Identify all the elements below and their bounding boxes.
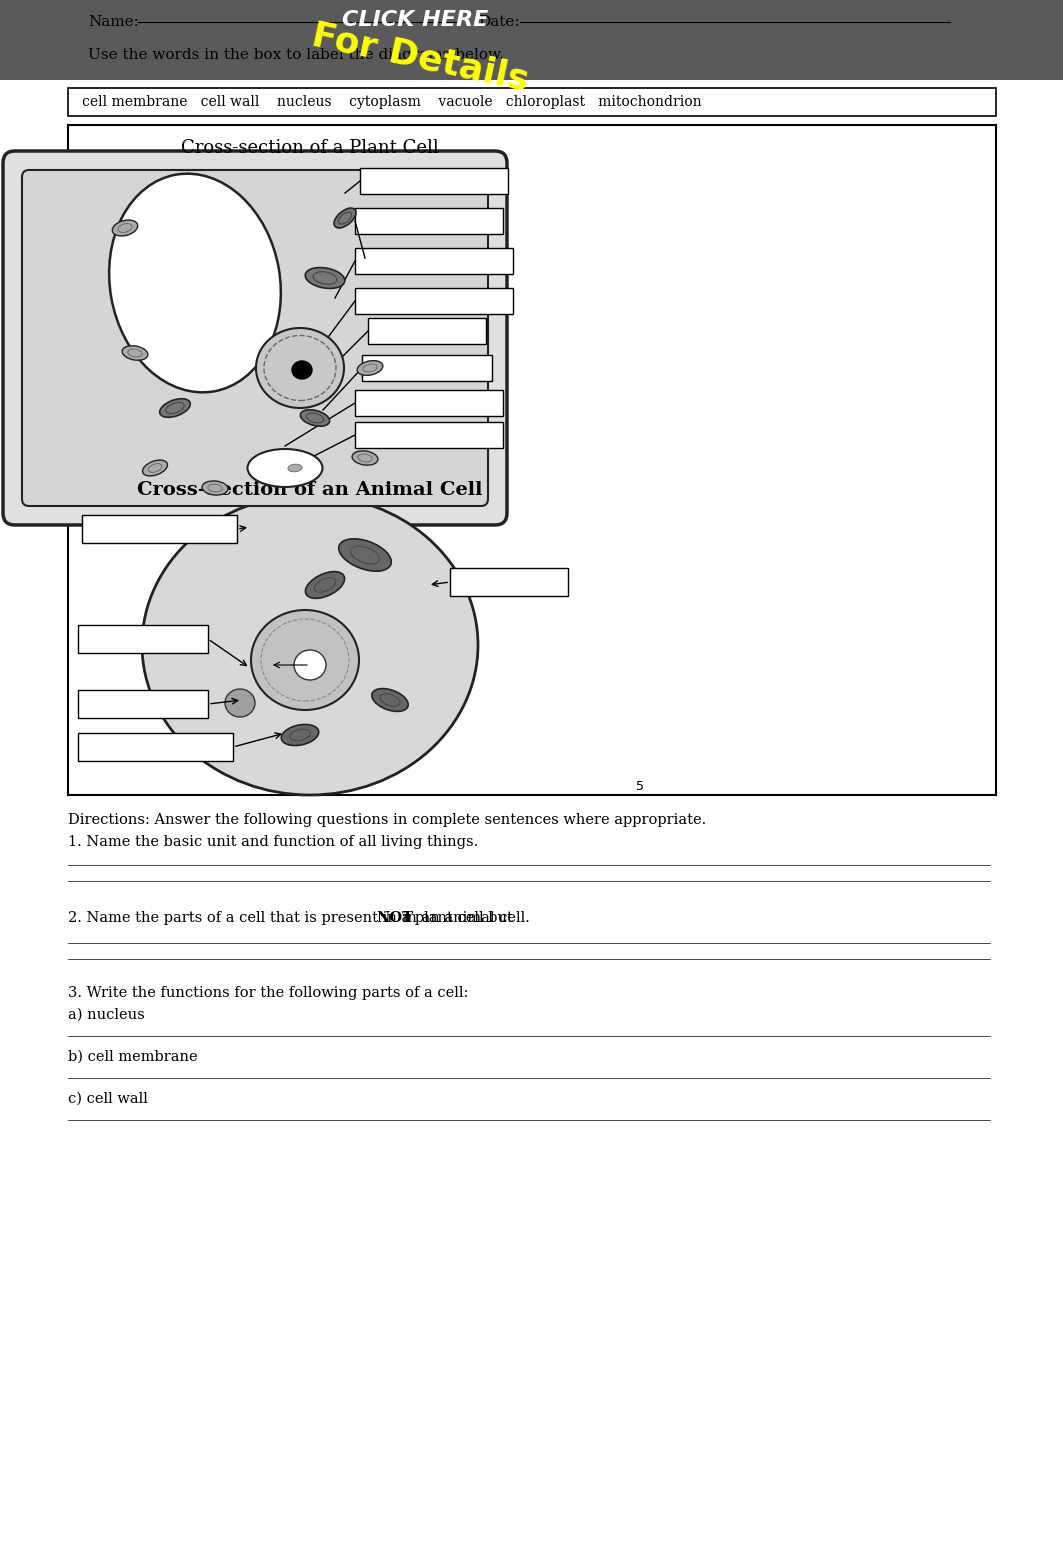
- Ellipse shape: [261, 620, 349, 701]
- Bar: [78, 732, 233, 762]
- Bar: [355, 209, 503, 233]
- Ellipse shape: [118, 224, 132, 232]
- Bar: [355, 287, 513, 314]
- Ellipse shape: [148, 464, 162, 473]
- Text: Cross-Section of an Animal Cell: Cross-Section of an Animal Cell: [137, 480, 483, 499]
- Bar: [78, 626, 208, 654]
- Ellipse shape: [113, 219, 138, 236]
- Ellipse shape: [379, 694, 400, 706]
- Ellipse shape: [256, 328, 344, 408]
- Text: Name:: Name:: [88, 15, 139, 29]
- Text: 3. Write the functions for the following parts of a cell:: 3. Write the functions for the following…: [68, 986, 469, 1000]
- Ellipse shape: [351, 545, 379, 564]
- Text: Directions: Answer the following questions in complete sentences where appropria: Directions: Answer the following questio…: [68, 813, 706, 827]
- FancyBboxPatch shape: [22, 170, 488, 507]
- Text: cell membrane   cell wall    nucleus    cytoplasm    vacuole   chloroplast   mit: cell membrane cell wall nucleus cytoplas…: [82, 94, 702, 110]
- Ellipse shape: [372, 689, 408, 711]
- Ellipse shape: [357, 360, 383, 375]
- Ellipse shape: [315, 578, 336, 592]
- Ellipse shape: [109, 173, 281, 392]
- Bar: [450, 569, 568, 596]
- Bar: [360, 168, 508, 195]
- Ellipse shape: [128, 349, 142, 357]
- Ellipse shape: [122, 346, 148, 360]
- Ellipse shape: [352, 451, 378, 465]
- Text: For Details: For Details: [308, 19, 532, 97]
- Ellipse shape: [292, 362, 313, 379]
- Ellipse shape: [294, 650, 326, 680]
- Bar: [362, 355, 492, 382]
- Ellipse shape: [142, 460, 168, 476]
- Ellipse shape: [290, 729, 310, 740]
- Ellipse shape: [362, 365, 377, 372]
- Text: 2. Name the parts of a cell that is present in a plant cell but: 2. Name the parts of a cell that is pres…: [68, 912, 518, 925]
- Ellipse shape: [306, 413, 324, 423]
- Ellipse shape: [142, 494, 478, 796]
- Ellipse shape: [208, 484, 222, 491]
- Ellipse shape: [339, 539, 391, 572]
- FancyBboxPatch shape: [3, 151, 507, 525]
- Text: b) cell membrane: b) cell membrane: [68, 1051, 198, 1065]
- Ellipse shape: [305, 267, 344, 289]
- Ellipse shape: [225, 689, 255, 717]
- Bar: [355, 389, 503, 416]
- Ellipse shape: [248, 450, 322, 487]
- Ellipse shape: [202, 480, 227, 494]
- Bar: [368, 318, 486, 345]
- Bar: [355, 422, 503, 448]
- Text: Use the words in the box to label the diagrams below.: Use the words in the box to label the di…: [88, 48, 504, 62]
- Text: CLICK HERE: CLICK HERE: [342, 9, 488, 29]
- Text: Date:: Date:: [478, 15, 520, 29]
- Text: in an animal cell.: in an animal cell.: [398, 912, 529, 925]
- Ellipse shape: [282, 725, 319, 746]
- Text: Cross-section of a Plant Cell: Cross-section of a Plant Cell: [181, 139, 439, 158]
- Ellipse shape: [338, 212, 352, 224]
- Ellipse shape: [301, 409, 330, 426]
- Ellipse shape: [251, 610, 359, 711]
- Ellipse shape: [358, 454, 372, 462]
- Bar: [68, 88, 996, 116]
- Ellipse shape: [288, 464, 302, 471]
- Bar: [68, 125, 996, 796]
- Text: a) nucleus: a) nucleus: [68, 1007, 145, 1021]
- Bar: [0, 0, 1063, 80]
- Bar: [82, 514, 237, 542]
- Text: 1. Name the basic unit and function of all living things.: 1. Name the basic unit and function of a…: [68, 834, 478, 850]
- Ellipse shape: [334, 209, 356, 229]
- Ellipse shape: [166, 402, 184, 414]
- Text: NOT: NOT: [376, 912, 414, 925]
- Text: c) cell wall: c) cell wall: [68, 1092, 148, 1106]
- Text: 5: 5: [636, 780, 644, 794]
- Ellipse shape: [314, 272, 337, 284]
- Ellipse shape: [264, 335, 336, 400]
- Ellipse shape: [305, 572, 344, 598]
- Bar: [78, 691, 208, 718]
- Bar: [355, 249, 513, 273]
- Ellipse shape: [159, 399, 190, 417]
- Ellipse shape: [282, 460, 308, 474]
